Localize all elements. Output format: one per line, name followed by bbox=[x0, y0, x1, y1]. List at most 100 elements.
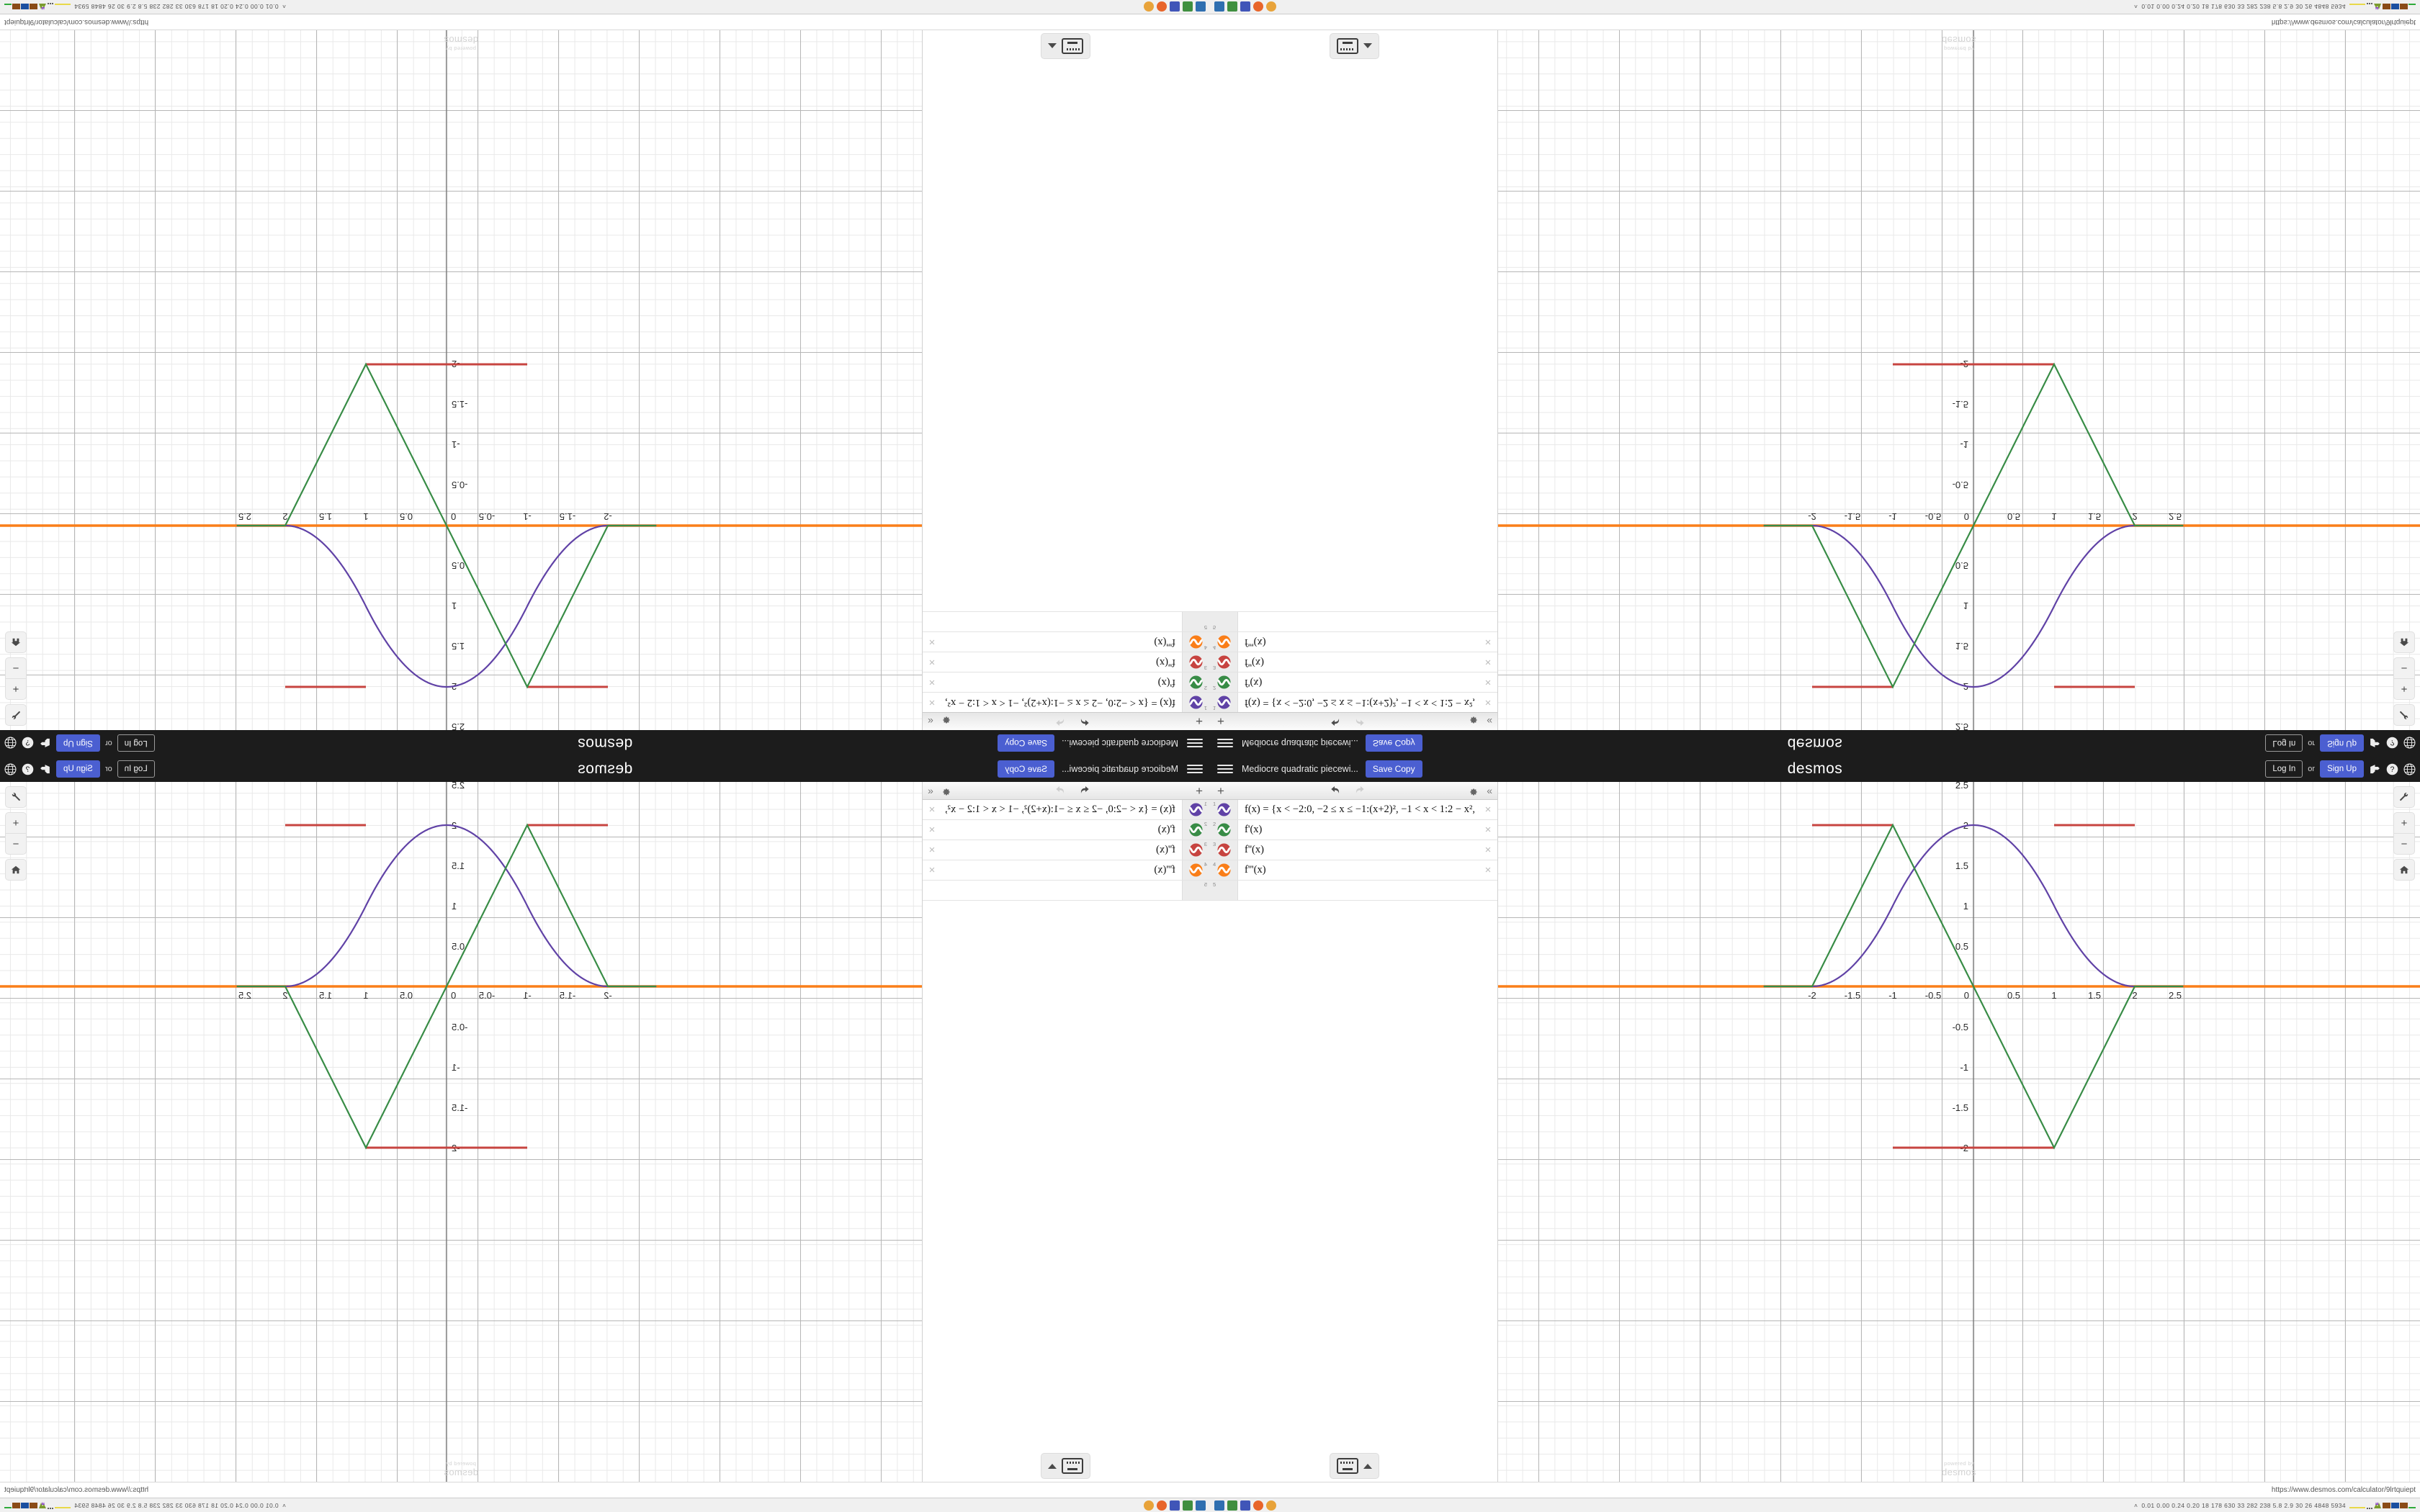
expression-input[interactable]: f'(x) bbox=[1157, 677, 1175, 688]
keyboard-toggle-button[interactable] bbox=[1041, 33, 1091, 59]
expression-row[interactable]: 1 f(x) = {x < −2:0, −2 ≤ x ≤ −1:(x+2)², −… bbox=[1210, 800, 1497, 820]
undo-icon[interactable] bbox=[1078, 785, 1090, 796]
header-actions[interactable]: Log In or Sign Up ? bbox=[2265, 734, 2416, 752]
delete-expression-button[interactable] bbox=[1479, 881, 1497, 900]
language-globe-icon[interactable] bbox=[4, 737, 17, 750]
expression-color-tag[interactable]: 5 bbox=[1182, 881, 1210, 900]
expression-row[interactable]: 2 f'(x) × bbox=[1210, 672, 1497, 692]
log-in-button[interactable]: Log In bbox=[117, 734, 155, 752]
expression-list[interactable]: 1 f(x) = {x < −2:0, −2 ≤ x ≤ −1:(x+2)², −… bbox=[923, 800, 1210, 901]
graph-controls[interactable]: + − bbox=[2393, 631, 2415, 726]
expression-color-tag[interactable]: 3 bbox=[1210, 652, 1238, 672]
gear-icon[interactable] bbox=[1469, 786, 1478, 796]
expression-input[interactable]: f''(x) bbox=[1245, 657, 1264, 668]
keyboard-bar[interactable] bbox=[922, 30, 1210, 62]
expression-color-tag[interactable]: 3 bbox=[1182, 840, 1210, 860]
curve-style-icon[interactable] bbox=[1189, 635, 1204, 649]
expression-input[interactable] bbox=[941, 881, 1182, 900]
taskbar-app-blender[interactable] bbox=[1266, 1500, 1276, 1511]
desmos-header[interactable]: Mediocre quadratic piecewi... Save Copy … bbox=[1210, 756, 2420, 782]
expression-row[interactable]: 1 f(x) = {x < −2:0, −2 ≤ x ≤ −1:(x+2)², −… bbox=[923, 692, 1210, 712]
keyboard-toggle-button[interactable] bbox=[1329, 33, 1379, 59]
desmos-window[interactable]: ⌨ ☆ → ↻ ☐ 🌐 ⌨ » ≡ Mediocre quadratic pie… bbox=[1210, 756, 2420, 1512]
graph-settings-wrench-icon[interactable] bbox=[5, 704, 27, 726]
curve-style-icon[interactable] bbox=[1189, 696, 1204, 709]
expression-color-tag[interactable]: 1 bbox=[1210, 693, 1238, 712]
expression-toolbar-right[interactable]: « bbox=[1469, 786, 1492, 796]
expression-toolbar[interactable]: + bbox=[1210, 782, 1497, 800]
desmos-body[interactable]: + bbox=[1210, 782, 2420, 1482]
expression-color-tag[interactable]: 2 bbox=[1182, 820, 1210, 840]
expression-input[interactable]: f'''(x) bbox=[1154, 636, 1175, 648]
expression-panel[interactable]: + bbox=[1210, 782, 1498, 1482]
add-expression-button[interactable]: + bbox=[1196, 783, 1203, 798]
curve-style-icon[interactable] bbox=[1189, 675, 1204, 689]
expression-color-tag[interactable]: 5 bbox=[1210, 881, 1238, 900]
system-tray[interactable]: ˄ 0.01 0.00 0.24 0.20 18 178 630 33 282 … bbox=[2134, 2, 2416, 12]
keyboard-bar[interactable] bbox=[1210, 30, 1498, 62]
graph-canvas[interactable]: -2-1.5-1-0.50.511.522.5032.521.510.5-0.5… bbox=[1498, 782, 2420, 1482]
collapse-panel-icon[interactable]: « bbox=[1487, 716, 1492, 727]
menu-hamburger-icon[interactable] bbox=[1184, 735, 1206, 751]
graph-controls[interactable]: + − bbox=[5, 786, 27, 881]
desmos-header[interactable]: Mediocre quadratic piecewi... Save Copy … bbox=[1210, 730, 2420, 756]
sign-up-button[interactable]: Sign Up bbox=[2320, 734, 2364, 752]
expression-toolbar-right[interactable]: « bbox=[928, 716, 951, 727]
delete-expression-button[interactable] bbox=[923, 881, 941, 900]
delete-expression-button[interactable] bbox=[923, 612, 941, 631]
delete-expression-button[interactable]: × bbox=[1484, 804, 1492, 816]
expression-row[interactable]: 5 bbox=[923, 881, 1210, 901]
zoom-in-button[interactable]: + bbox=[5, 679, 27, 700]
graph-title[interactable]: Mediocre quadratic piecewi... bbox=[1242, 738, 1358, 748]
expression-color-tag[interactable]: 1 bbox=[1182, 693, 1210, 712]
save-copy-button[interactable]: Save Copy bbox=[998, 760, 1055, 778]
expression-input[interactable]: f'''(x) bbox=[1245, 636, 1266, 648]
undo-redo-group[interactable] bbox=[1330, 785, 1365, 796]
menu-hamburger-icon[interactable] bbox=[1214, 761, 1236, 777]
expression-color-tag[interactable]: 3 bbox=[1182, 652, 1210, 672]
expression-input[interactable] bbox=[1238, 612, 1479, 631]
share-icon[interactable] bbox=[2369, 737, 2381, 750]
expression-color-tag[interactable]: 2 bbox=[1210, 672, 1238, 692]
help-icon[interactable]: ? bbox=[2386, 737, 2398, 750]
delete-expression-button[interactable]: × bbox=[928, 656, 936, 668]
keyboard-toggle-button[interactable] bbox=[1041, 1453, 1091, 1479]
gear-icon[interactable] bbox=[942, 786, 951, 796]
share-icon[interactable] bbox=[39, 763, 51, 775]
delete-expression-button[interactable]: × bbox=[1484, 656, 1492, 668]
expression-row[interactable]: 1 f(x) = {x < −2:0, −2 ≤ x ≤ −1:(x+2)², −… bbox=[923, 800, 1210, 820]
curve-style-icon[interactable] bbox=[1216, 863, 1231, 877]
taskbar-app-screenshot[interactable] bbox=[1196, 1500, 1206, 1511]
system-taskbar[interactable]: ˄ 0.01 0.00 0.24 0.20 18 178 630 33 282 … bbox=[1210, 1498, 2420, 1512]
quadrant-bottom-right[interactable]: ⌨ ☆ → ↻ ☐ 🌐 ⌨ » ≡ Mediocre quadratic pie… bbox=[1210, 756, 2420, 1512]
desmos-app[interactable]: Mediocre quadratic piecewi... Save Copy … bbox=[0, 30, 1210, 756]
expression-row[interactable]: 5 bbox=[1210, 881, 1497, 901]
tray-collapse-caret[interactable]: ˄ bbox=[282, 1501, 286, 1509]
expression-input[interactable] bbox=[1238, 881, 1479, 900]
curve-style-icon[interactable] bbox=[1189, 803, 1204, 816]
log-in-button[interactable]: Log In bbox=[2265, 734, 2303, 752]
keyboard-bar[interactable] bbox=[922, 1450, 1210, 1482]
taskbar-app-firefox[interactable] bbox=[1157, 1, 1167, 12]
desmos-body[interactable]: + bbox=[0, 30, 1210, 730]
language-globe-icon[interactable] bbox=[2403, 737, 2416, 750]
curve-style-icon[interactable] bbox=[1216, 655, 1231, 669]
expression-input[interactable]: f(x) = {x < −2:0, −2 ≤ x ≤ −1:(x+2)², −1… bbox=[1245, 697, 1479, 708]
undo-redo-group[interactable] bbox=[1330, 716, 1365, 727]
system-taskbar[interactable]: ˄ 0.01 0.00 0.24 0.20 18 178 630 33 282 … bbox=[0, 1498, 1210, 1512]
home-button[interactable] bbox=[5, 631, 27, 653]
undo-icon[interactable] bbox=[1330, 785, 1342, 796]
curve-style-icon[interactable] bbox=[1189, 843, 1204, 857]
zoom-in-button[interactable]: + bbox=[5, 812, 27, 833]
delete-expression-button[interactable]: × bbox=[1484, 864, 1492, 876]
collapse-panel-icon[interactable]: « bbox=[928, 716, 933, 727]
expression-toolbar[interactable]: + bbox=[1210, 712, 1497, 730]
taskbar-app-save[interactable] bbox=[1240, 1, 1250, 12]
expression-input[interactable] bbox=[941, 612, 1182, 631]
expression-color-tag[interactable]: 4 bbox=[1210, 632, 1238, 652]
expression-row[interactable]: 4 f'''(x) × bbox=[1210, 631, 1497, 652]
zoom-in-button[interactable]: + bbox=[2393, 812, 2415, 833]
curve-style-icon[interactable] bbox=[1189, 823, 1204, 837]
add-expression-button[interactable]: + bbox=[1217, 783, 1224, 798]
home-button[interactable] bbox=[2393, 631, 2415, 653]
